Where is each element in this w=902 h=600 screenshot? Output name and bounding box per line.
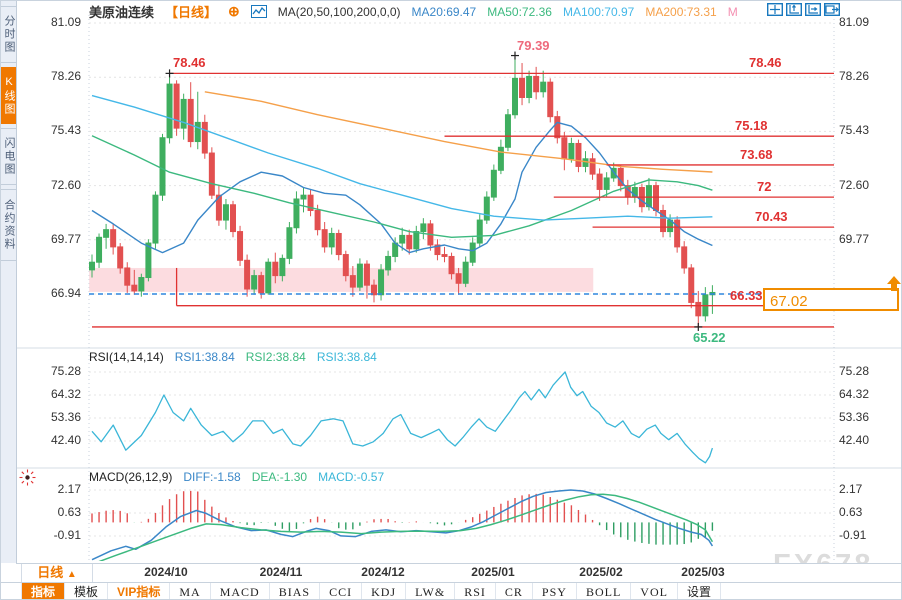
toolbar-item-VOL[interactable]: VOL: [631, 583, 678, 599]
sidebar-tab-item[interactable]: 分时图: [1, 6, 16, 63]
axis-tick-label: 0.63: [57, 504, 81, 519]
month-label: 2025/01: [471, 565, 515, 579]
export-chart-icon[interactable]: [824, 3, 840, 16]
legend-item: 美原油连续: [89, 5, 155, 20]
price-level-label: 73.68: [740, 146, 773, 162]
legend-item: DIFF:-1.58: [183, 470, 241, 484]
price-level-label: 70.43: [755, 209, 788, 225]
sidebar-tab-item[interactable]: 闪电图: [1, 128, 16, 185]
legend-item: MA(20,50,100,200,0,0): [277, 4, 401, 19]
period-selector[interactable]: 日线 ▲: [21, 564, 93, 583]
axis-tick-label: 78.26: [839, 69, 870, 84]
axis-tick-label: -0.91: [53, 527, 81, 542]
axis-tick-label: 69.77: [50, 231, 81, 246]
price-level-label: 78.46: [749, 55, 782, 71]
scale-x-axis-icon[interactable]: [805, 3, 821, 16]
axis-tick-label: 42.40: [839, 432, 870, 447]
legend-item: RSI1:38.84: [174, 350, 235, 364]
axis-tick-label: 66.94: [50, 286, 81, 300]
month-label: 2024/11: [259, 565, 303, 579]
toolbar-item-RSI[interactable]: RSI: [455, 583, 496, 599]
axis-tick-label: 0.63: [839, 504, 863, 519]
axis-tick-label: -0.91: [839, 527, 867, 542]
price-up-arrow-icon: [887, 276, 901, 291]
month-label: 2025/03: [681, 565, 725, 579]
toolbar-item-VIP指标[interactable]: VIP指标: [108, 583, 171, 599]
legend-item: MA100:70.97: [562, 4, 635, 19]
legend-item: MA200:73.31: [645, 4, 717, 19]
axis-tick-label: 53.36: [839, 409, 870, 424]
legend-item: MACD(26,12,9): [89, 470, 173, 484]
axis-tick-label: 75.28: [50, 364, 81, 378]
axis-tick-label: 81.09: [839, 15, 870, 29]
month-labels: 2024/10 2024/11 2024/12 2025/01 2025/02 2025/…: [1, 564, 901, 583]
month-label: 2024/10: [144, 565, 188, 579]
legend-item: MA20:69.47: [411, 4, 477, 19]
current-price-value: 67.02: [770, 293, 808, 310]
axis-tick-label: 78.26: [50, 69, 81, 84]
price-level-label: 79.39: [517, 37, 550, 53]
axis-tick-label: 75.43: [50, 123, 81, 138]
toolbar-item-BOLL[interactable]: BOLL: [577, 583, 632, 599]
month-label: 2024/12: [361, 565, 405, 579]
toolbar-item-PSY[interactable]: PSY: [533, 583, 577, 599]
sidebar-tab-item[interactable]: 合约资料: [1, 189, 16, 261]
left-sidebar: 分时图 K线图闪电图合约资料: [1, 1, 17, 563]
indicator-settings-icon[interactable]: [19, 469, 36, 486]
sidebar-tab-active[interactable]: K线图: [1, 67, 16, 124]
toolbar-item-指标[interactable]: 指标: [22, 583, 66, 599]
axis-tick-label: 64.32: [50, 386, 81, 401]
price-level-label: 65.22: [693, 329, 726, 345]
month-label: 2025/02: [579, 565, 623, 579]
axis-tick-label: 69.77: [839, 231, 870, 246]
toolbar-item-MACD[interactable]: MACD: [211, 583, 270, 599]
toolbar-item-设置[interactable]: 设置: [678, 583, 721, 599]
circle-plus-icon[interactable]: ⊕: [228, 3, 240, 19]
kline-style-icon[interactable]: [250, 5, 267, 18]
axis-tick-label: 2.17: [839, 482, 863, 496]
macd-legend: MACD(26,12,9) DIFF:-1.58 DEA:-1.30 MACD:-0.…: [89, 470, 384, 484]
current-price-box: 67.02: [763, 288, 899, 311]
legend-item: DEA:-1.30: [251, 470, 308, 484]
toolbar-item-KDJ[interactable]: KDJ: [362, 583, 407, 599]
axis-tick-label: 81.09: [50, 15, 81, 29]
axis-tick-label: 72.60: [50, 177, 81, 192]
legend-item: RSI(14,14,14): [89, 350, 164, 364]
period-label: 日线: [37, 565, 64, 580]
toolbar-item-LW&[interactable]: LW&: [406, 583, 456, 599]
axis-tick-label: 42.40: [50, 432, 81, 447]
legend-item: RSI3:38.84: [316, 350, 377, 364]
rsi-legend: RSI(14,14,14) RSI1:38.84 RSI2:38.84 RSI3:38…: [89, 350, 377, 364]
legend-item: 【日线】: [165, 5, 218, 20]
main-chart-legend: 美原油连续 【日线】 ⊕ MA(20,50,100,200,0,0) MA20:69.4…: [89, 2, 738, 21]
axis-tick-label: 75.43: [839, 123, 870, 138]
legend-item: MACD:-0.57: [318, 470, 385, 484]
toolbar-item-模板[interactable]: 模板: [65, 583, 109, 599]
axis-tick-label: 53.36: [50, 409, 81, 424]
axis-tick-label: 64.32: [839, 386, 870, 401]
axis-tick-label: 75.28: [839, 364, 870, 378]
toolbar-item-CCI[interactable]: CCI: [320, 583, 363, 599]
toolbar-item-CR[interactable]: CR: [496, 583, 533, 599]
legend-item: M: [727, 4, 738, 19]
pan-crosshair-icon[interactable]: [767, 3, 783, 16]
price-level-label: 78.46: [173, 55, 206, 71]
legend-item: RSI2:38.84: [245, 350, 306, 364]
toolbar-item-MA[interactable]: MA: [170, 583, 211, 599]
time-axis: 日线 ▲ 2024/10 2024/11 2024/12 2025/01 2025/02…: [16, 563, 901, 583]
price-level-label: 66.33: [730, 287, 763, 303]
chart-toolbar-icons: [767, 3, 840, 16]
period-arrow-icon: ▲: [66, 569, 77, 580]
axis-tick-label: 72.60: [839, 177, 870, 192]
scale-y-axis-icon[interactable]: [786, 3, 802, 16]
toolbar-item-BIAS[interactable]: BIAS: [270, 583, 321, 599]
legend-item: MA50:72.36: [487, 4, 552, 19]
price-level-label: 72: [757, 179, 772, 195]
axis-tick-label: 2.17: [57, 482, 81, 496]
price-level-label: 75.18: [735, 118, 768, 134]
bottom-toolbar: 指标 模板 VIP指标 MA MACD BIAS CCI KDJ LW& RSI CR PSY BOLL…: [1, 582, 901, 599]
